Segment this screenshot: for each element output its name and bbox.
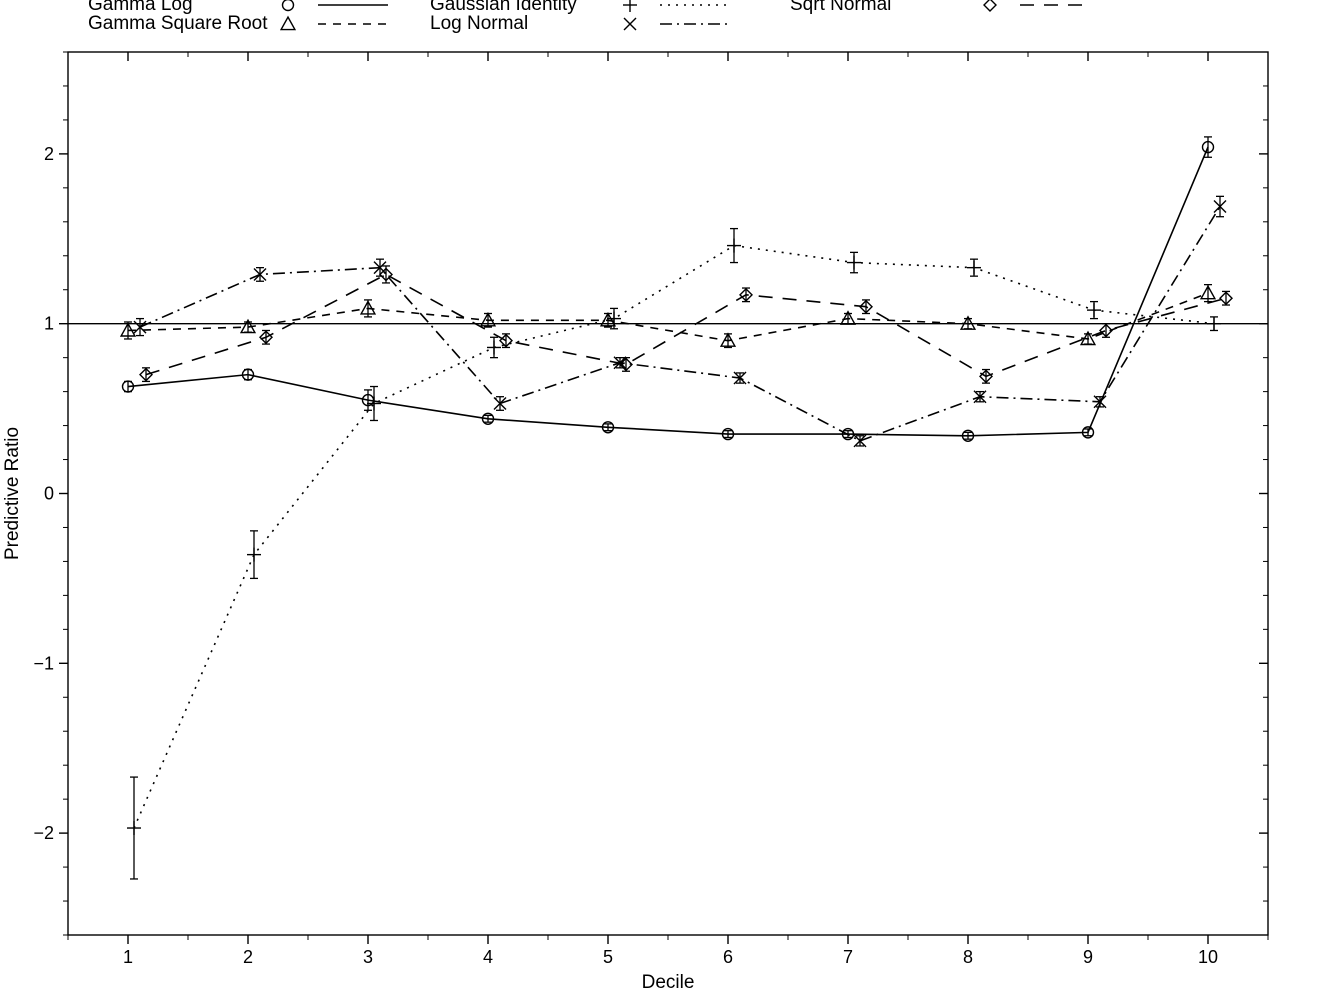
series-log-normal xyxy=(134,196,1226,447)
x-tick-label: 1 xyxy=(123,947,133,967)
x-tick-label: 4 xyxy=(483,947,493,967)
y-tick-label: 0 xyxy=(44,484,54,504)
legend-label: Log Normal xyxy=(430,13,528,34)
series-gaussian-identity xyxy=(127,229,1221,879)
x-tick-label: 5 xyxy=(603,947,613,967)
x-tick-label: 8 xyxy=(963,947,973,967)
x-tick-label: 6 xyxy=(723,947,733,967)
x-axis-label: Decile xyxy=(642,972,695,993)
y-tick-label: −1 xyxy=(33,653,54,673)
legend: Gamma LogGaussian IdentitySqrt NormalGam… xyxy=(88,0,1090,34)
x-tick-label: 2 xyxy=(243,947,253,967)
legend-label: Gamma Square Root xyxy=(88,13,268,34)
x-tick-label: 9 xyxy=(1083,947,1093,967)
y-tick-label: 2 xyxy=(44,144,54,164)
x-tick-label: 10 xyxy=(1198,947,1218,967)
predictive-ratio-chart: Gamma LogGaussian IdentitySqrt NormalGam… xyxy=(0,0,1318,996)
y-tick-label: −2 xyxy=(33,823,54,843)
x-tick-label: 3 xyxy=(363,947,373,967)
plot-border xyxy=(68,52,1268,935)
chart-container: Gamma LogGaussian IdentitySqrt NormalGam… xyxy=(0,0,1318,996)
series-gamma-square-root xyxy=(121,285,1215,348)
series-gamma-log xyxy=(123,137,1214,441)
x-tick-label: 7 xyxy=(843,947,853,967)
series-sqrt-normal xyxy=(140,266,1232,383)
legend-label: Sqrt Normal xyxy=(790,0,891,15)
y-axis-label: Predictive Ratio xyxy=(2,427,23,560)
y-tick-label: 1 xyxy=(44,314,54,334)
